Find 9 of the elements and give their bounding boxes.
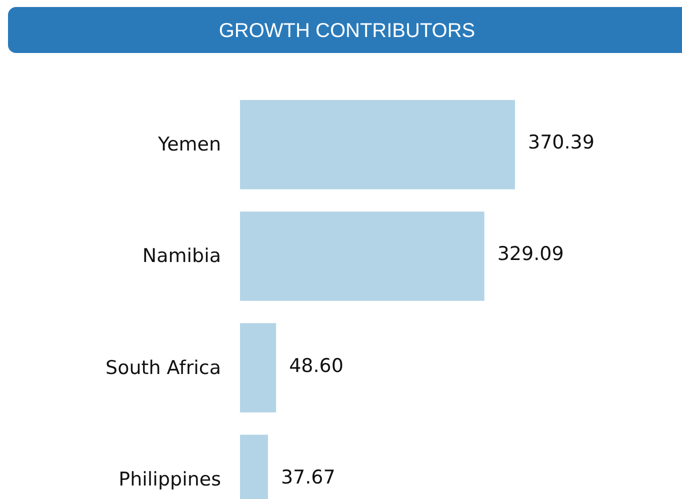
data-label: 48.60	[289, 354, 344, 377]
y-tick-label: South Africa	[106, 356, 221, 379]
data-label: 370.39	[528, 132, 594, 154]
chart-title: GROWTH CONTRIBUTORS	[218, 20, 476, 42]
data-label: 329.09	[497, 243, 564, 266]
y-tick-label: Philippines	[118, 468, 221, 490]
data-label: 37.67	[280, 466, 336, 488]
y-tick-label: Yemen	[156, 134, 221, 156]
y-tick-label: Namibia	[142, 245, 221, 268]
